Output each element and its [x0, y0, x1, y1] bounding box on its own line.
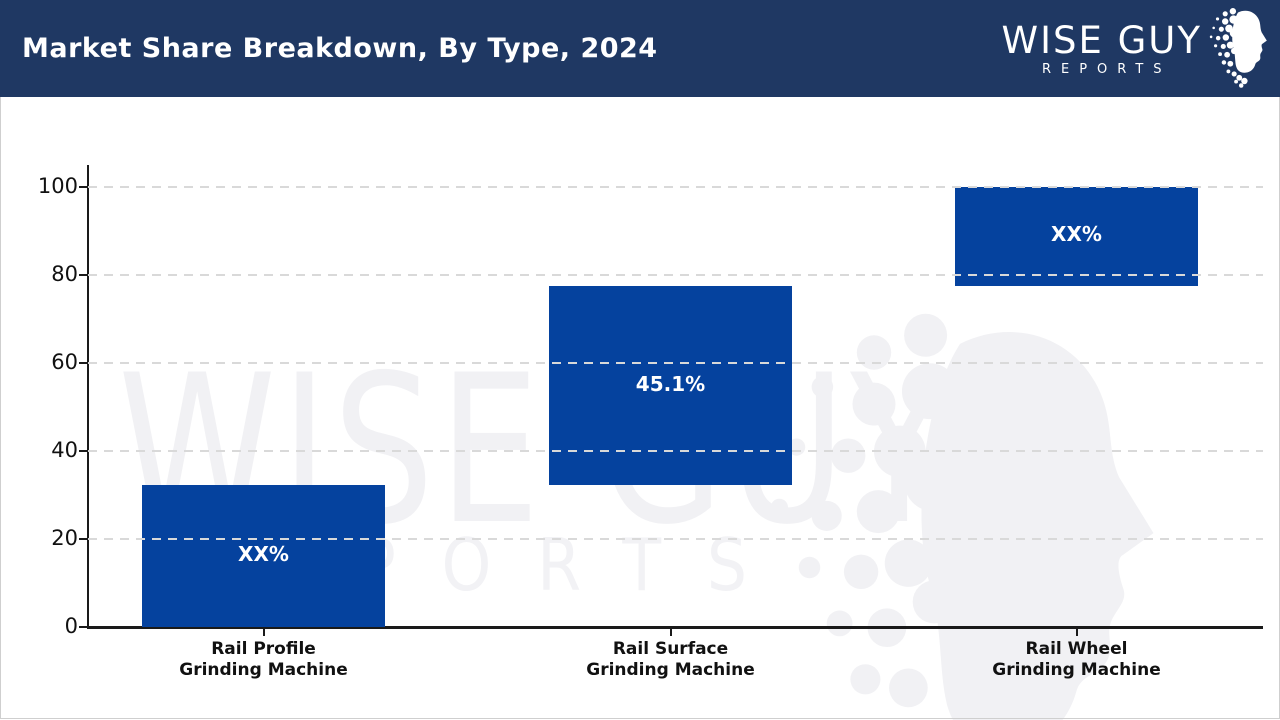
y-tick-mark — [79, 361, 87, 364]
x-category-label-line: Grinding Machine — [992, 660, 1161, 680]
bar — [955, 186, 1198, 287]
x-category-label: Rail Wheel Grinding Machine — [917, 639, 1237, 681]
y-tick-label: 40 — [51, 437, 78, 462]
grid-line — [88, 273, 1263, 276]
wiseguy-logo: WISE GUY REPORTS — [1002, 7, 1270, 91]
y-tick-label: 100 — [37, 173, 78, 198]
bar — [549, 286, 792, 486]
logo-wordmark-line2: REPORTS — [1041, 61, 1172, 77]
x-category-label: Rail Profile Grinding Machine — [104, 639, 424, 681]
x-category-label-line: Grinding Machine — [586, 660, 755, 680]
x-category-label-line: Rail Profile — [211, 639, 316, 659]
y-tick-mark — [79, 273, 87, 276]
y-tick-mark — [79, 626, 87, 628]
y-tick-label: 80 — [51, 261, 78, 286]
y-tick-mark — [79, 185, 87, 188]
x-tick-mark — [262, 627, 265, 636]
logo-wordmark: WISE GUY REPORTS — [1002, 22, 1202, 76]
y-tick-label: 0 — [64, 614, 78, 638]
logo-wordmark-line1: WISE GUY — [1001, 18, 1202, 62]
header-bar: Market Share Breakdown, By Type, 2024 WI… — [0, 0, 1280, 97]
x-category-label: Rail Surface Grinding Machine — [511, 639, 831, 681]
x-axis-line — [86, 626, 1263, 629]
y-tick-mark — [79, 537, 87, 540]
x-category-label-line: Grinding Machine — [179, 660, 348, 680]
grid-line — [88, 537, 1263, 540]
grid-line — [88, 449, 1263, 452]
x-category-label-line: Rail Surface — [612, 639, 729, 659]
y-tick-label: 20 — [51, 525, 78, 550]
y-tick-label: 60 — [51, 349, 78, 374]
y-tick-mark — [79, 449, 87, 452]
page-title: Market Share Breakdown, By Type, 2024 — [22, 33, 658, 64]
bar — [142, 485, 385, 627]
grid-line — [88, 185, 1263, 188]
grid-line — [88, 361, 1263, 364]
logo-face-icon — [1209, 7, 1267, 88]
x-tick-mark — [669, 627, 672, 636]
x-tick-mark — [1075, 627, 1078, 636]
bar-value-label: 45.1% — [635, 371, 706, 396]
bar-value-label: XX% — [238, 542, 289, 567]
bar-value-label: XX% — [1051, 222, 1102, 247]
x-category-label-line: Rail Wheel — [1025, 639, 1128, 659]
y-axis-line — [86, 165, 89, 629]
